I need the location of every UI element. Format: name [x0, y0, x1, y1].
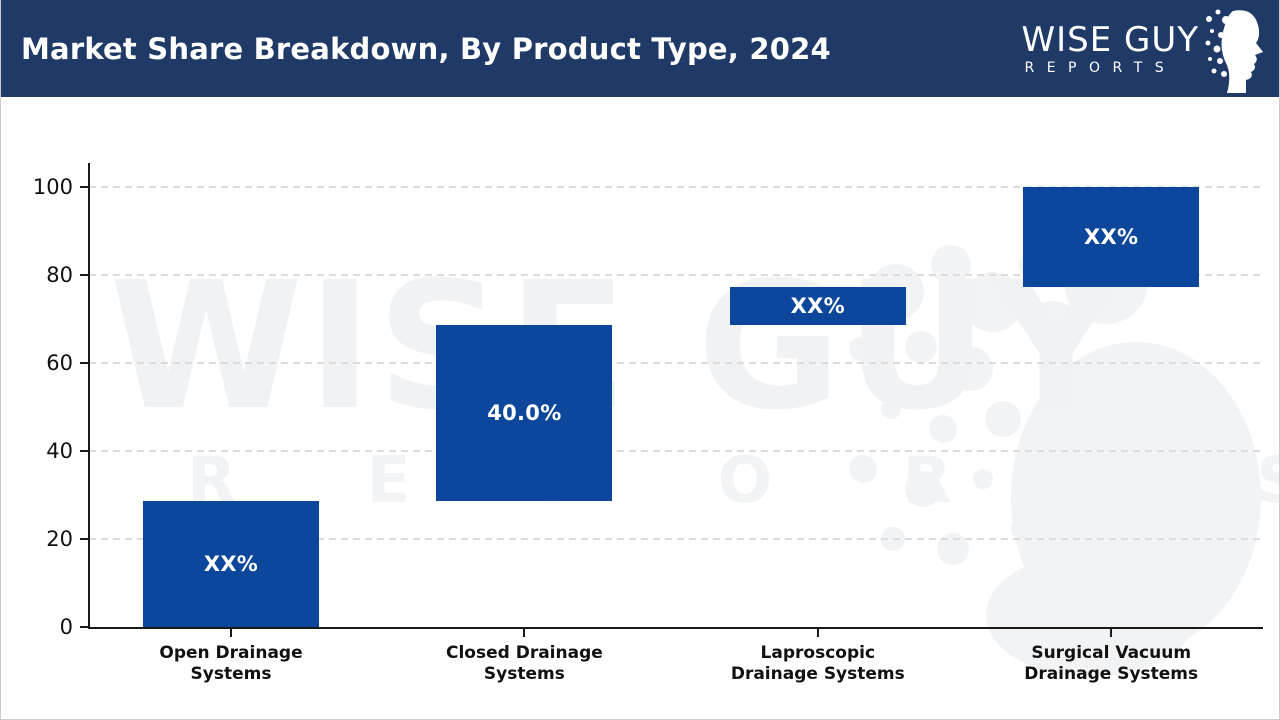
- watermark-line2: R E P O R T S: [187, 444, 1280, 518]
- x-tick: [230, 629, 232, 637]
- bar: XX%: [1023, 187, 1200, 288]
- y-tick-label: 80: [46, 263, 73, 287]
- x-axis: [89, 627, 1263, 629]
- x-tick: [1110, 629, 1113, 637]
- bar: XX%: [143, 501, 319, 627]
- gridline: [89, 538, 1263, 540]
- logo-wordmark-line2: REPORTS: [1024, 59, 1177, 76]
- bar: XX%: [729, 287, 906, 326]
- gridline: [89, 362, 1263, 364]
- bar-value-label: XX%: [1084, 225, 1139, 250]
- y-tick-label: 60: [46, 351, 73, 375]
- y-tick-label: 20: [46, 527, 73, 551]
- bar-value-label: XX%: [790, 294, 845, 319]
- header: Market Share Breakdown, By Product Type,…: [1, 0, 1279, 97]
- logo-face-icon: [1205, 9, 1263, 93]
- x-category-label: Open Drainage Systems: [159, 643, 303, 685]
- waterfall-chart: WISE GUY R E P O R T S 0 20 40 60 80 100 XX% Op…: [1, 97, 1280, 719]
- y-tick-label: 100: [32, 175, 73, 199]
- y-tick: [80, 186, 89, 188]
- gridline: [89, 186, 1263, 188]
- bar-value-label: XX%: [203, 552, 259, 577]
- gridline: [89, 274, 1263, 276]
- y-tick: [80, 538, 89, 540]
- wiseguy-logo: WISE GUY REPORTS: [1021, 5, 1267, 93]
- bar-value-label: 40.0%: [487, 401, 562, 426]
- gridline: [89, 450, 1263, 452]
- y-tick: [80, 274, 89, 276]
- x-category-label: Surgical Vacuum Drainage Systems: [1024, 643, 1199, 685]
- x-category-label: Closed Drainage Systems: [445, 643, 603, 685]
- watermark: WISE GUY R E P O R T S: [109, 259, 1280, 518]
- logo-wordmark-line1: WISE GUY: [1021, 19, 1199, 60]
- y-axis: [88, 163, 90, 629]
- x-tick: [816, 629, 819, 637]
- bar: 40.0%: [436, 325, 613, 502]
- y-tick-label: 40: [46, 439, 73, 463]
- logo-wordmark: WISE GUY REPORTS: [1021, 23, 1199, 75]
- y-tick: [80, 450, 89, 452]
- y-tick: [80, 626, 89, 628]
- page-title: Market Share Breakdown, By Product Type,…: [21, 31, 831, 66]
- y-tick-label: 0: [59, 615, 73, 639]
- x-category-label: Laproscopic Drainage Systems: [730, 643, 905, 685]
- y-tick: [80, 362, 89, 364]
- x-tick: [523, 629, 526, 637]
